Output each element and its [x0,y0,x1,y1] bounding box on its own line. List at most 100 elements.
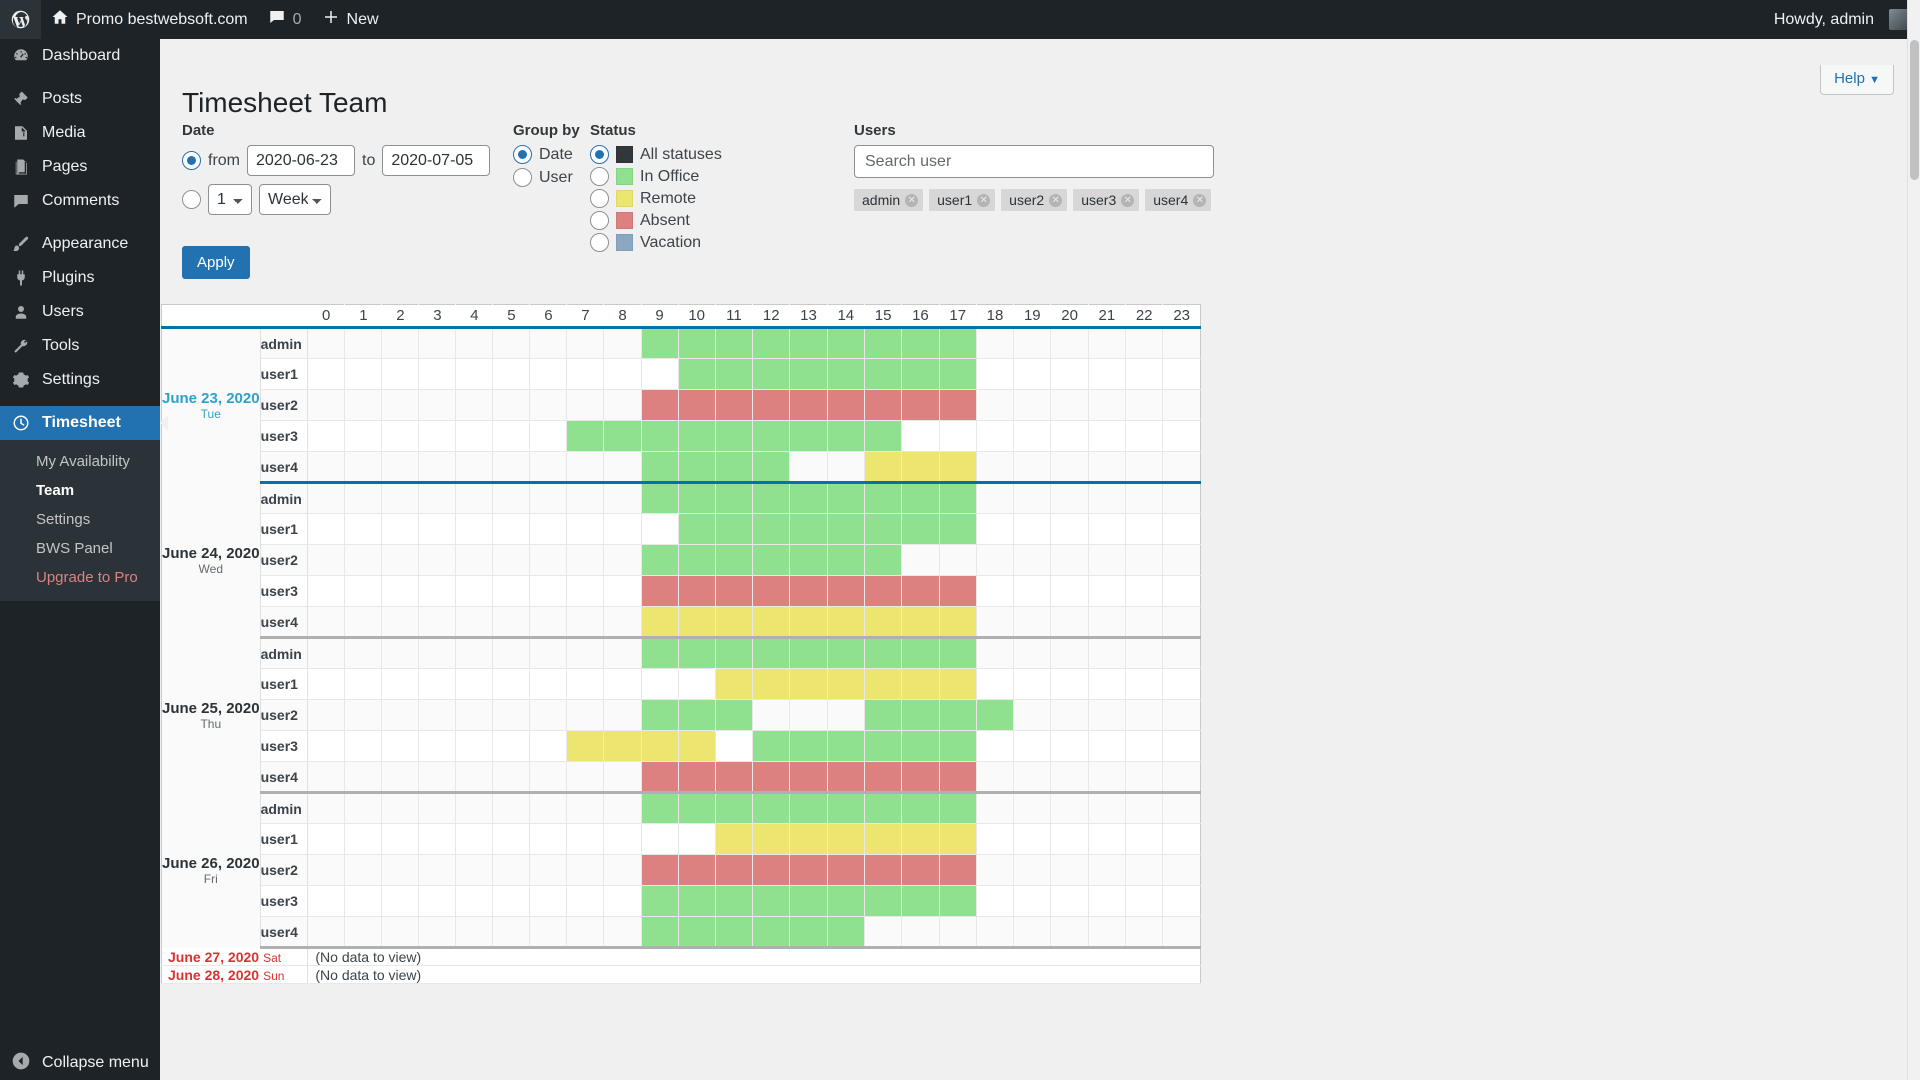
hour-cell[interactable] [901,792,940,824]
user-tag[interactable]: user3 ✕ [1073,189,1140,211]
hour-cell[interactable] [1125,482,1164,514]
hour-cell[interactable] [752,885,791,917]
hour-cell[interactable] [529,885,568,917]
hour-cell[interactable] [864,327,903,359]
hour-cell[interactable] [1088,420,1127,452]
hour-cell[interactable] [1050,451,1089,484]
hour-cell[interactable] [641,730,679,762]
hour-cell[interactable] [715,389,754,421]
hour-cell[interactable] [939,451,977,484]
hour-cell[interactable] [529,792,568,824]
hour-cell[interactable] [344,823,383,855]
hour-cell[interactable] [1125,575,1164,607]
hour-cell[interactable] [827,854,865,886]
hour-cell[interactable] [344,513,383,545]
hour-cell[interactable] [939,420,977,452]
hour-cell[interactable] [344,668,383,700]
hour-cell[interactable] [307,420,346,452]
hour-cell[interactable] [1162,606,1201,639]
hour-cell[interactable] [418,420,457,452]
period-count-select[interactable]: 1 [208,184,252,215]
hour-cell[interactable] [455,668,494,700]
hour-cell[interactable] [715,761,754,794]
hour-cell[interactable] [344,792,383,824]
hour-cell[interactable] [566,637,605,669]
hour-cell[interactable] [1050,606,1089,639]
hour-cell[interactable] [603,916,642,949]
hour-cell[interactable] [678,916,716,949]
hour-cell[interactable] [1125,637,1164,669]
hour-cell[interactable] [566,513,605,545]
hour-cell[interactable] [1050,761,1089,794]
hour-cell[interactable] [492,637,531,669]
hour-cell[interactable] [492,761,531,794]
hour-cell[interactable] [901,699,940,731]
hour-cell[interactable] [603,792,642,824]
hour-cell[interactable] [864,451,903,484]
hour-cell[interactable] [939,606,977,639]
hour-cell[interactable] [344,730,383,762]
hour-cell[interactable] [381,606,420,639]
hour-cell[interactable] [381,885,420,917]
hour-cell[interactable] [939,792,977,824]
hour-cell[interactable] [827,823,865,855]
hour-cell[interactable] [678,885,716,917]
hour-cell[interactable] [789,420,828,452]
hour-cell[interactable] [418,482,457,514]
hour-cell[interactable] [715,544,754,576]
hour-cell[interactable] [1088,544,1127,576]
hour-cell[interactable] [455,606,494,639]
hour-cell[interactable] [566,327,605,359]
hour-cell[interactable] [418,575,457,607]
hour-cell[interactable] [1013,668,1052,700]
hour-cell[interactable] [976,854,1015,886]
hour-cell[interactable] [344,575,383,607]
hour-cell[interactable] [1050,792,1089,824]
status-option-remote[interactable]: Remote [590,189,780,208]
sidebar-item-pages[interactable]: Pages [0,150,160,184]
hour-cell[interactable] [418,389,457,421]
hour-cell[interactable] [529,482,568,514]
hour-cell[interactable] [976,451,1015,484]
hour-cell[interactable] [864,420,903,452]
hour-cell[interactable] [789,606,828,639]
hour-cell[interactable] [603,730,642,762]
hour-cell[interactable] [1013,885,1052,917]
hour-cell[interactable] [1013,389,1052,421]
date-from-input[interactable] [247,145,355,176]
hour-cell[interactable] [1013,451,1052,484]
hour-cell[interactable] [864,606,903,639]
hour-cell[interactable] [901,885,940,917]
hour-cell[interactable] [641,389,679,421]
hour-cell[interactable] [455,637,494,669]
hour-cell[interactable] [976,420,1015,452]
hour-cell[interactable] [344,606,383,639]
comments-button[interactable]: 0 [258,0,312,39]
hour-cell[interactable] [529,327,568,359]
hour-cell[interactable] [678,575,716,607]
hour-cell[interactable] [492,544,531,576]
hour-cell[interactable] [976,327,1015,359]
hour-cell[interactable] [715,854,754,886]
hour-cell[interactable] [678,823,716,855]
period-unit-select[interactable]: Week [259,184,331,215]
hour-cell[interactable] [418,637,457,669]
hour-cell[interactable] [1162,699,1201,731]
hour-cell[interactable] [641,792,679,824]
hour-cell[interactable] [529,916,568,949]
sidebar-item-appearance[interactable]: Appearance [0,227,160,261]
hour-cell[interactable] [381,854,420,886]
hour-cell[interactable] [715,575,754,607]
hour-cell[interactable] [344,544,383,576]
hour-cell[interactable] [939,513,977,545]
hour-cell[interactable] [901,854,940,886]
hour-cell[interactable] [789,916,828,949]
hour-cell[interactable] [678,730,716,762]
hour-cell[interactable] [492,730,531,762]
hour-cell[interactable] [939,389,977,421]
hour-cell[interactable] [566,420,605,452]
hour-cell[interactable] [1050,699,1089,731]
hour-cell[interactable] [715,420,754,452]
hour-cell[interactable] [1050,544,1089,576]
hour-cell[interactable] [566,451,605,484]
